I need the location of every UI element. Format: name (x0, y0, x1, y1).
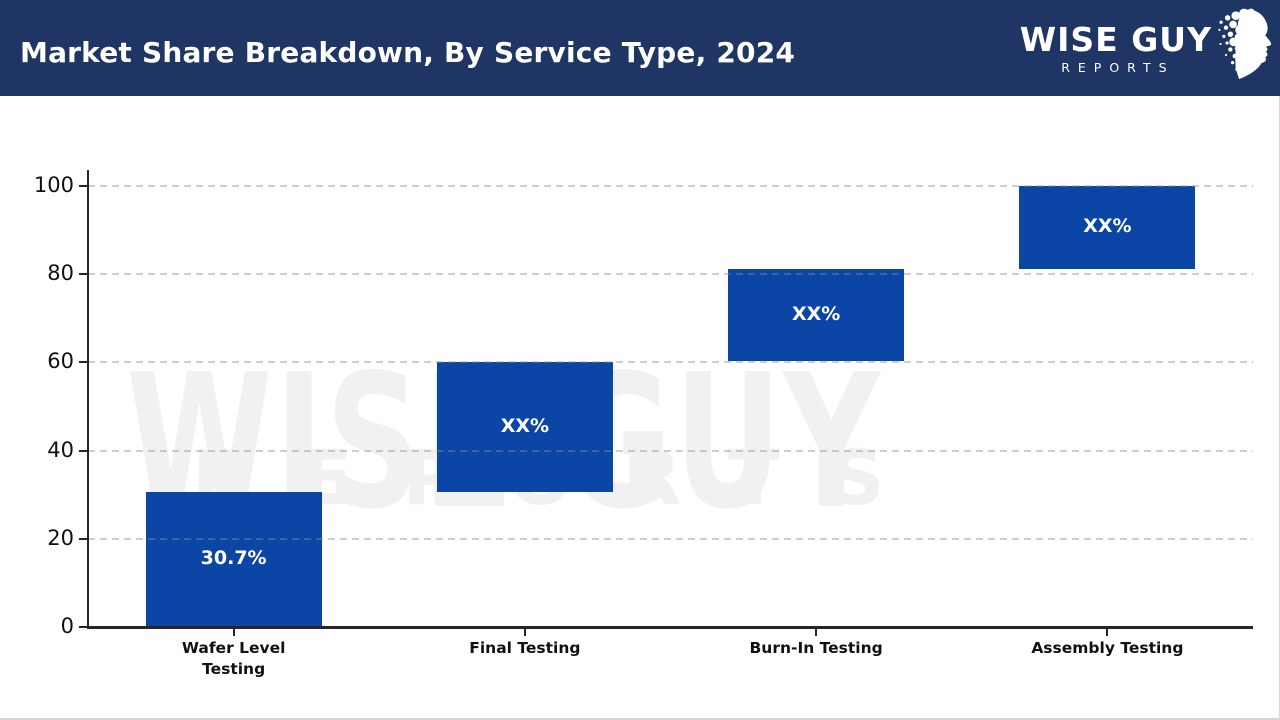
bar-value-label: XX% (791, 303, 841, 326)
wiseguy-logo: WISE GUY REPORTS (1020, 4, 1274, 79)
bar-slot-assembly-testing: XX% (962, 186, 1253, 627)
logo-subtext: REPORTS (1061, 59, 1175, 75)
bar-burn-in-testing: XX% (728, 268, 905, 362)
x-axis-line (86, 626, 1253, 629)
x-tick-assembly-testing (1106, 628, 1109, 636)
bar-slot-final-testing: XX% (379, 186, 670, 627)
bar-value-label: XX% (1083, 215, 1132, 238)
plot-area: 30.7% XX% XX% XX% (88, 185, 1253, 627)
y-tick-label-100: 100 (33, 173, 74, 197)
x-label-wafer-level-testing: Wafer Level Testing (181, 639, 286, 678)
y-tick-60 (78, 361, 87, 364)
chart-area: WISE GUY REPORTS 30.7%XX%XX%XX% 02040608… (0, 96, 1280, 720)
bar-value-label: 30.7% (200, 547, 267, 570)
y-axis-line (86, 170, 89, 627)
y-tick-label-40: 40 (47, 437, 74, 462)
y-tick-label-0: 0 (60, 614, 74, 638)
x-tick-cell (88, 628, 379, 637)
y-tick-label-60: 60 (47, 349, 74, 374)
x-tick-final-testing (523, 628, 526, 636)
y-tick-20 (78, 537, 87, 540)
x-label-assembly-testing: Assembly Testing (1031, 639, 1184, 657)
x-label-burn-in-testing: Burn-In Testing (749, 639, 883, 657)
x-axis-ticks (88, 628, 1253, 637)
logo-head-icon (1218, 8, 1272, 79)
bar-assembly-testing: XX% (1019, 186, 1196, 269)
x-axis-labels: Wafer Level Testing Final Testing Burn-In … (88, 638, 1253, 679)
y-tick-label-20: 20 (47, 525, 74, 550)
bar-value-label: XX% (500, 415, 550, 438)
bar-slots: 30.7% XX% XX% XX% (88, 186, 1253, 627)
logo-wordmark: WISE GUY (1019, 19, 1212, 59)
bar-final-testing: XX% (436, 362, 613, 492)
x-tick-burn-in-testing (815, 628, 818, 636)
bar-wafer-level-testing: 30.7% (145, 491, 322, 627)
y-tick-100 (78, 185, 87, 187)
page-title: Market Share Breakdown, By Service Type,… (20, 35, 796, 69)
bar-slot-burn-in-testing: XX% (671, 186, 962, 627)
x-tick-cell (671, 628, 962, 637)
report-header: Market Share Breakdown, By Service Type,… (0, 0, 1280, 96)
y-tick-80 (78, 273, 87, 276)
y-tick-0 (78, 626, 87, 628)
y-tick-label-80: 80 (47, 261, 74, 286)
y-axis: 0 20 40 60 80 100 (0, 175, 88, 637)
y-tick-40 (78, 449, 87, 452)
x-tick-cell (962, 628, 1253, 637)
x-tick-cell (379, 628, 670, 637)
x-label-final-testing: Final Testing (469, 639, 581, 657)
x-tick-wafer-level-testing (232, 628, 235, 636)
bar-slot-wafer-level-testing: 30.7% (88, 186, 379, 627)
